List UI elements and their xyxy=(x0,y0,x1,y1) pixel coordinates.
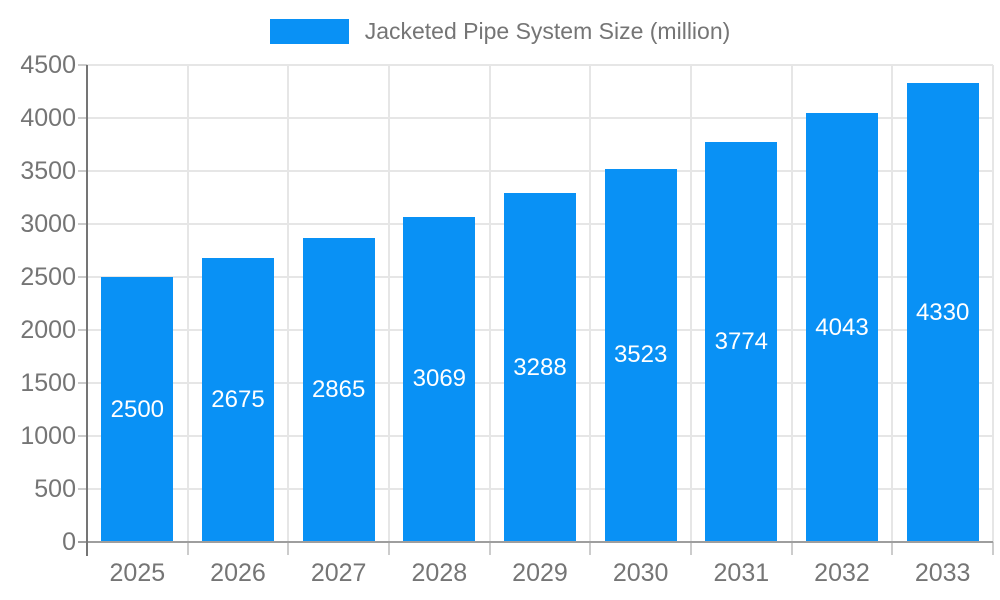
x-tick-label: 2026 xyxy=(210,559,266,587)
y-axis-line xyxy=(86,65,88,556)
y-tick-label: 0 xyxy=(62,528,76,556)
bar-2030[interactable]: 3523 xyxy=(604,168,677,542)
x-tick-label: 2029 xyxy=(512,559,568,587)
bar-value-label: 2865 xyxy=(311,376,366,404)
y-tick-label: 2500 xyxy=(20,263,76,291)
v-gridline xyxy=(488,65,491,542)
y-tick-label: 1500 xyxy=(20,369,76,397)
y-tick-mark xyxy=(78,382,87,384)
v-gridline xyxy=(388,65,390,542)
bar-2028[interactable]: 3069 xyxy=(403,216,476,542)
x-tick-mark xyxy=(287,542,290,555)
bar-value-label: 3523 xyxy=(613,341,668,369)
bar-value-label: 4330 xyxy=(915,298,970,326)
y-tick-mark xyxy=(78,329,87,331)
v-gridline xyxy=(186,65,189,542)
x-tick-mark xyxy=(891,542,894,555)
bar-value-label: 3069 xyxy=(412,365,467,393)
bar-2033[interactable]: 4330 xyxy=(906,83,979,542)
x-tick-mark xyxy=(186,542,189,555)
v-gridline xyxy=(992,65,994,542)
bar-2031[interactable]: 3774 xyxy=(705,141,778,542)
y-tick-label: 1000 xyxy=(20,422,76,450)
x-tick-label: 2031 xyxy=(713,559,770,587)
y-tick-mark xyxy=(78,170,87,172)
bar-value-label: 3774 xyxy=(714,327,769,355)
v-gridline xyxy=(891,65,894,542)
bar-value-label: 3288 xyxy=(513,353,567,381)
bar-2027[interactable]: 2865 xyxy=(302,238,375,542)
bar-value-label: 2675 xyxy=(211,386,265,414)
x-tick-label: 2025 xyxy=(109,559,166,587)
x-tick-mark xyxy=(488,542,491,555)
v-gridline xyxy=(790,65,793,542)
y-tick-mark xyxy=(78,435,87,437)
bar-2025[interactable]: 2500 xyxy=(101,277,174,542)
h-gridline xyxy=(87,170,993,172)
v-gridline xyxy=(690,65,692,542)
v-gridline xyxy=(287,65,290,542)
legend-swatch xyxy=(269,19,349,44)
h-gridline xyxy=(87,64,993,66)
y-tick-mark xyxy=(78,117,87,119)
bar-2026[interactable]: 2675 xyxy=(202,258,274,542)
x-tick-mark xyxy=(790,542,793,555)
plot-area: 2500 2675 2865 3069 3288 3523 3774 4043 4330 xyxy=(78,64,994,556)
y-tick-label: 2000 xyxy=(20,316,76,344)
y-tick-mark xyxy=(78,64,87,66)
bar-2029[interactable]: 3288 xyxy=(504,193,576,542)
x-tick-mark xyxy=(690,542,692,555)
bar-value-label: 4043 xyxy=(815,313,869,341)
y-tick-label: 500 xyxy=(34,475,76,503)
x-tick-label: 2027 xyxy=(310,559,367,587)
y-tick-mark xyxy=(78,223,87,225)
x-tick-label: 2033 xyxy=(914,559,971,587)
x-tick-mark xyxy=(589,542,592,555)
x-tick-label: 2028 xyxy=(411,559,468,587)
y-tick-label: 3500 xyxy=(20,157,76,185)
x-tick-mark xyxy=(388,542,390,555)
bar-value-label: 2500 xyxy=(110,395,165,423)
y-tick-mark xyxy=(78,276,87,278)
x-tick-label: 2030 xyxy=(612,559,669,587)
x-tick-mark xyxy=(992,542,994,555)
x-axis-baseline xyxy=(78,541,993,543)
y-tick-label: 4500 xyxy=(20,51,76,79)
bar-2032[interactable]: 4043 xyxy=(806,113,878,542)
y-tick-label: 3000 xyxy=(20,210,76,238)
y-tick-label: 4000 xyxy=(20,104,76,132)
legend[interactable]: Jacketed Pipe System Size (million) xyxy=(0,18,1000,45)
y-tick-mark xyxy=(78,488,87,490)
x-tick-label: 2032 xyxy=(814,559,870,587)
v-gridline xyxy=(589,65,592,542)
legend-label: Jacketed Pipe System Size (million) xyxy=(364,18,731,44)
h-gridline xyxy=(87,117,993,119)
